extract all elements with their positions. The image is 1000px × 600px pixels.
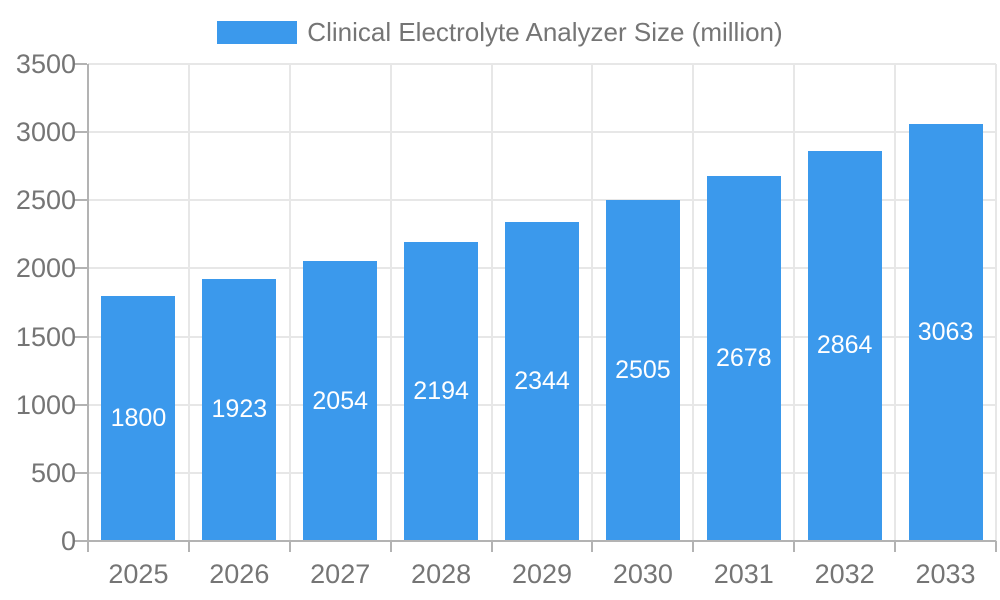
y-axis-tick-label: 0 — [60, 526, 76, 556]
y-axis-tick — [74, 267, 87, 270]
bar-value-label: 2054 — [312, 386, 369, 415]
bar[interactable]: 2505 — [605, 199, 680, 541]
gridline-h — [88, 63, 996, 65]
legend-swatch — [217, 20, 298, 44]
plot-area: 1800 1923 2054 2194 2344 2505 2678 2864 3063 — [88, 63, 997, 541]
y-axis-tick-label: 3500 — [15, 49, 76, 79]
x-axis-tick — [995, 541, 997, 552]
bar-value-label: 2344 — [514, 366, 570, 395]
y-axis-tick — [74, 199, 87, 202]
x-axis-tick-label: 2033 — [915, 559, 976, 589]
gridline-v — [692, 64, 695, 541]
bar[interactable]: 2054 — [303, 261, 378, 541]
gridline-v — [490, 64, 493, 541]
x-axis-tick — [288, 541, 291, 552]
bar-value-label: 2864 — [816, 331, 873, 360]
gridline-v — [389, 64, 392, 541]
x-axis-tick-label: 2031 — [713, 559, 774, 589]
x-axis-tick — [894, 541, 897, 552]
y-axis-tick — [74, 63, 87, 65]
y-axis-tick — [74, 131, 87, 134]
x-axis-tick — [389, 541, 392, 552]
x-axis-line — [74, 540, 996, 542]
x-axis-tick-label: 2025 — [108, 559, 169, 589]
x-axis-tick — [793, 541, 796, 552]
x-axis-tick — [692, 541, 695, 552]
y-axis-tick — [74, 471, 87, 474]
gridline-v — [793, 64, 796, 541]
bar-value-label: 3063 — [917, 317, 974, 346]
gridline-v — [288, 64, 291, 541]
gridline-v — [995, 64, 997, 541]
bar-value-label: 2505 — [615, 355, 671, 384]
bar-value-label: 2194 — [413, 376, 469, 405]
x-axis-tick-label: 2030 — [612, 559, 673, 589]
bar[interactable]: 2344 — [505, 221, 579, 541]
legend-label: Clinical Electrolyte Analyzer Size (mill… — [307, 16, 783, 47]
bar[interactable]: 1923 — [202, 278, 277, 541]
y-axis-tick-label: 1500 — [15, 321, 76, 352]
gridline-v — [187, 64, 190, 541]
x-axis-tick-label: 2027 — [310, 559, 371, 589]
gridline-v — [591, 64, 594, 541]
x-axis-tick-label: 2028 — [411, 559, 472, 589]
y-axis-tick — [74, 540, 87, 542]
bar[interactable]: 2864 — [807, 150, 882, 541]
x-axis-tick — [187, 541, 190, 552]
y-axis-tick-label: 500 — [30, 457, 76, 488]
bar[interactable]: 2678 — [706, 176, 781, 541]
gridline-h — [88, 131, 996, 134]
y-axis-tick-label: 2500 — [15, 185, 76, 216]
bar-value-label: 1923 — [211, 395, 268, 424]
bar-value-label: 2678 — [715, 344, 772, 372]
x-axis-tick-label: 2032 — [814, 559, 875, 589]
bar-value-label: 1800 — [110, 403, 167, 432]
bar[interactable]: 1800 — [101, 295, 176, 541]
x-axis-tick-label: 2026 — [209, 559, 270, 589]
y-axis-tick-label: 1000 — [15, 389, 76, 420]
y-axis-tick — [74, 335, 87, 338]
y-axis-tick — [74, 403, 87, 406]
gridline-v — [894, 64, 897, 541]
bar[interactable]: 3063 — [908, 123, 983, 541]
bar[interactable]: 2194 — [404, 241, 479, 541]
y-axis-line — [87, 64, 89, 552]
x-axis-tick-label: 2029 — [511, 559, 573, 589]
x-axis-tick — [87, 541, 89, 552]
x-axis-tick — [591, 541, 594, 552]
y-axis-tick-label: 2000 — [15, 253, 76, 284]
y-axis-tick-label: 3000 — [15, 117, 76, 148]
x-axis-tick — [490, 541, 493, 552]
legend[interactable]: Clinical Electrolyte Analyzer Size (mill… — [0, 16, 1000, 47]
gridline-h — [88, 199, 996, 202]
